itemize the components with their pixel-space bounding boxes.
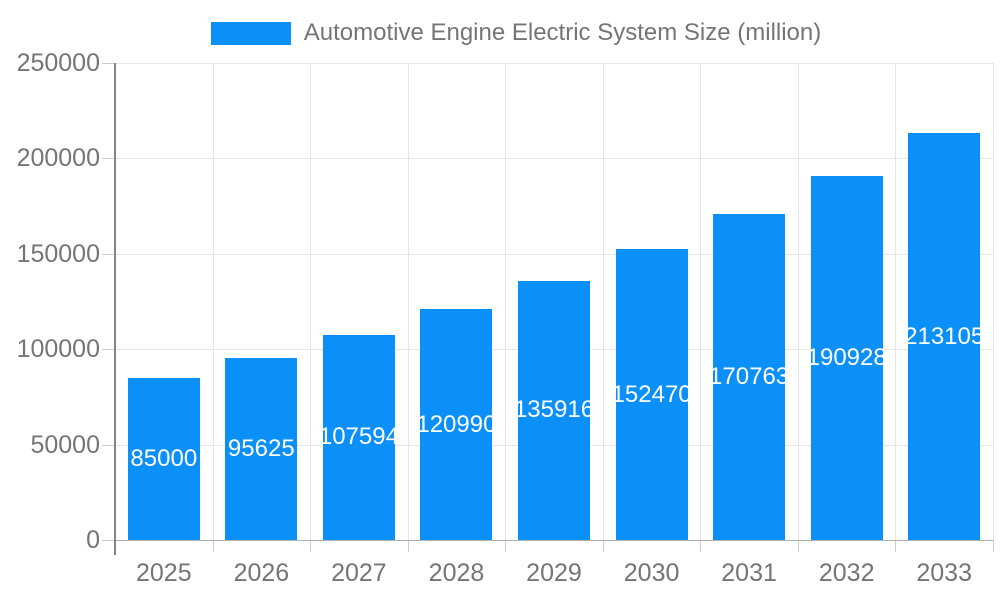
x-axis-label: 2028	[428, 559, 485, 587]
bar-value-label: 170763	[709, 363, 790, 391]
x-axis-tick	[407, 540, 409, 552]
x-axis-label: 2030	[623, 559, 680, 587]
gridline-horizontal	[115, 158, 993, 160]
x-axis-label: 2026	[233, 559, 290, 587]
y-axis-tick	[102, 349, 115, 351]
bar-value-label: 120990	[416, 410, 497, 438]
gridline-horizontal	[115, 63, 993, 64]
gridline-vertical	[993, 63, 994, 540]
bar-value-label: 190928	[806, 343, 887, 371]
x-axis-tick	[602, 540, 604, 552]
x-axis-label: 2027	[331, 559, 387, 587]
y-axis-line	[114, 63, 116, 555]
x-axis-tick	[505, 540, 507, 552]
y-axis-label: 200000	[16, 144, 100, 173]
x-axis-tick	[797, 540, 799, 552]
bar[interactable]	[420, 309, 493, 540]
x-axis-label: 2033	[916, 559, 972, 587]
gridline-vertical	[505, 63, 507, 540]
y-axis-tick	[102, 444, 115, 446]
bar[interactable]	[225, 357, 298, 540]
gridline-vertical	[602, 63, 604, 540]
y-axis-label: 0	[86, 526, 100, 554]
x-axis-tick	[895, 540, 897, 552]
bar-value-label: 213105	[904, 322, 985, 350]
y-axis-tick	[102, 158, 115, 160]
y-axis-tick	[102, 253, 115, 255]
x-axis-label: 2025	[135, 559, 192, 587]
x-axis-tick	[212, 540, 214, 552]
bar-value-label: 95625	[227, 434, 295, 462]
gridline-vertical	[895, 63, 897, 540]
y-axis-label: 100000	[16, 335, 100, 364]
bar[interactable]	[810, 175, 883, 540]
x-axis-line	[115, 540, 993, 541]
x-axis-label: 2032	[818, 559, 875, 587]
bar-value-label: 85000	[130, 444, 198, 472]
bar-value-label: 107594	[318, 423, 399, 451]
x-axis-label: 2031	[721, 559, 777, 587]
y-axis-tick	[102, 540, 115, 541]
gridline-vertical	[700, 63, 702, 540]
gridline-horizontal	[115, 253, 993, 255]
bar[interactable]	[908, 133, 981, 540]
x-axis-tick	[310, 540, 312, 552]
gridline-vertical	[797, 63, 799, 540]
gridline-vertical	[310, 63, 312, 540]
bar[interactable]	[615, 249, 688, 540]
x-axis-tick	[993, 540, 994, 552]
legend[interactable]: Automotive Engine Electric System Size (…	[16, 19, 1000, 46]
gridline-vertical	[407, 63, 409, 540]
legend-swatch	[210, 21, 291, 45]
y-axis-label: 150000	[16, 239, 100, 268]
x-axis-label: 2029	[526, 559, 582, 587]
y-axis-label: 250000	[16, 49, 100, 77]
bar[interactable]	[127, 377, 200, 540]
bar-value-label: 152470	[611, 380, 692, 408]
bar[interactable]	[518, 280, 590, 540]
y-axis-tick	[102, 63, 115, 64]
bar[interactable]	[322, 334, 395, 540]
gridline-vertical	[212, 63, 214, 540]
y-axis-label: 50000	[30, 430, 100, 459]
legend-label: Automotive Engine Electric System Size (…	[303, 19, 822, 46]
bar-value-label: 135916	[513, 396, 595, 424]
bar[interactable]	[713, 214, 786, 540]
x-axis-tick	[700, 540, 702, 552]
